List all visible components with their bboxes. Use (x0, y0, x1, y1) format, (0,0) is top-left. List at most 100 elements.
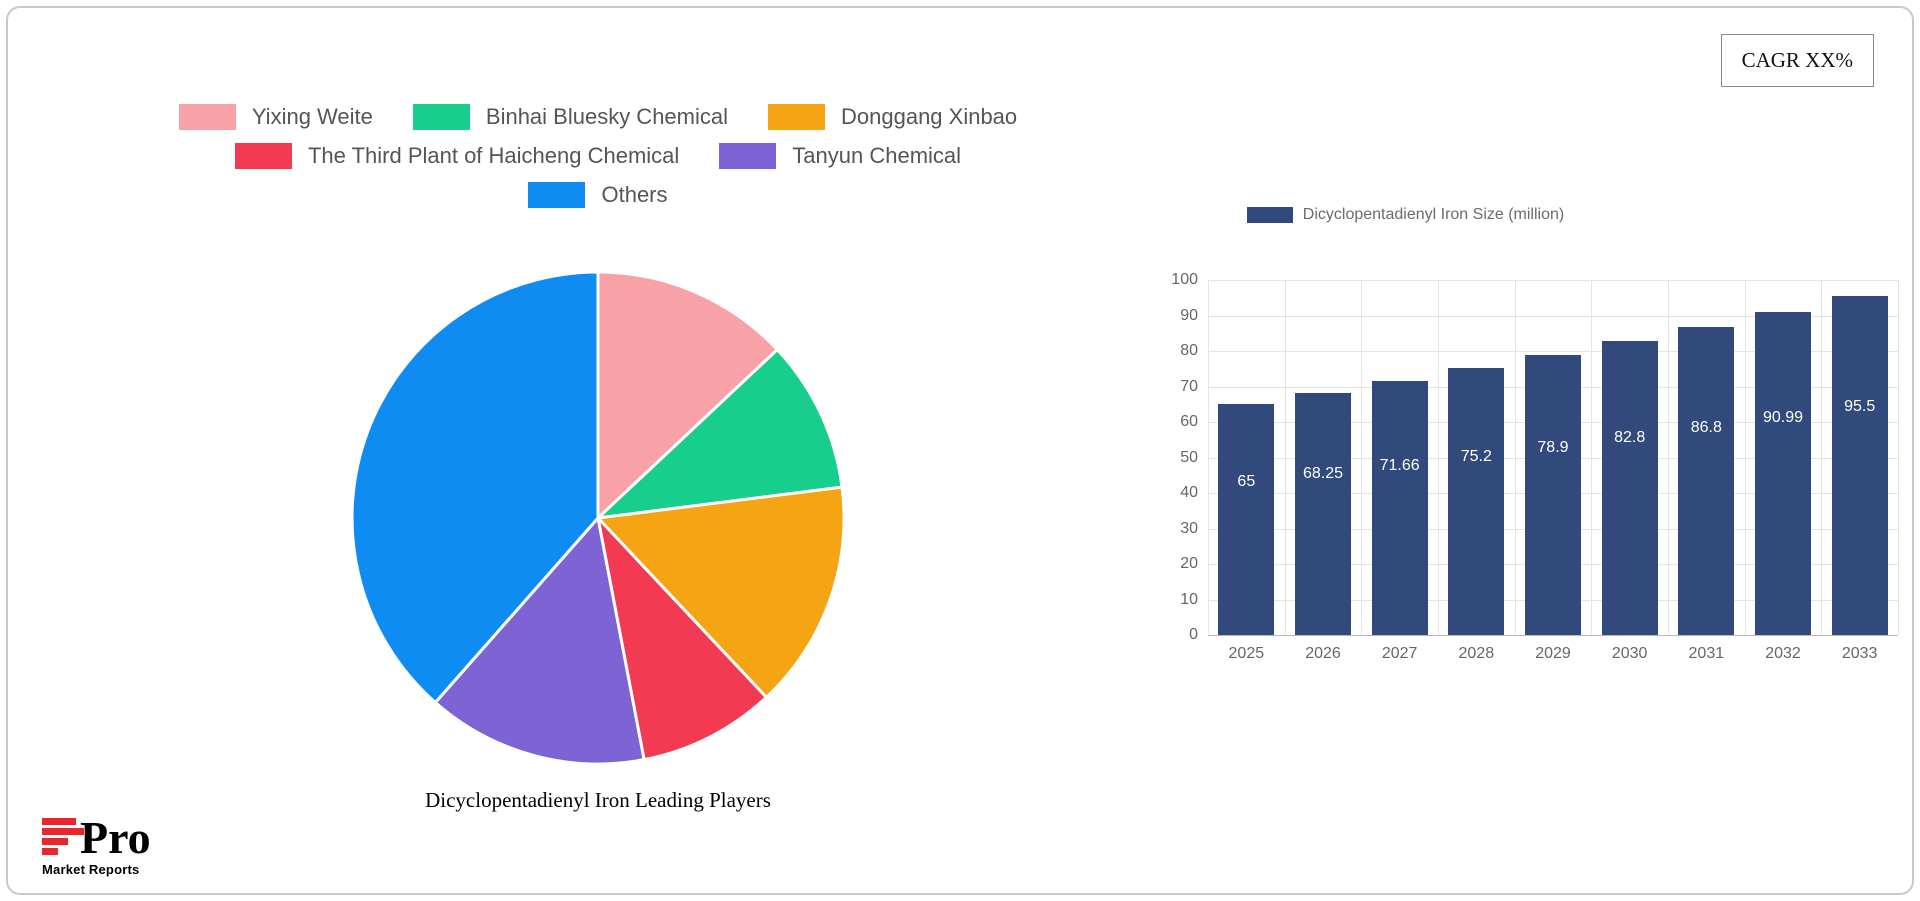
pie-legend-row: Others (8, 182, 1188, 208)
x-tick-label-2029: 2029 (1535, 645, 1571, 662)
x-tick-label-2030: 2030 (1611, 645, 1648, 662)
y-tick-label-80: 80 (1180, 342, 1198, 359)
bar-2028 (1448, 368, 1505, 635)
legend-swatch-binhai-bluesky-chemical (412, 104, 470, 130)
logo-bar (42, 828, 84, 835)
report-card: CAGR XX% Yixing Weite Binhai Bluesky Chem… (6, 6, 1914, 895)
x-tick-label-2033: 2033 (1841, 645, 1878, 662)
bar-legend: Dicyclopentadienyl Iron Size (million) (1033, 206, 1778, 224)
y-tick-label-70: 70 (1180, 377, 1198, 395)
bar-value-2028: 75.2 (1460, 448, 1492, 466)
bar-value-2026: 68.25 (1302, 465, 1343, 483)
logo-name: Pro (80, 812, 151, 863)
x-tick-label-2031: 2031 (1688, 645, 1725, 662)
legend-label-binhai-bluesky-chemical: Binhai Bluesky Chemical (485, 104, 728, 129)
bar-2033 (1831, 295, 1888, 635)
x-tick-label-2028: 2028 (1458, 645, 1495, 662)
x-tick-label-2025: 2025 (1228, 645, 1265, 662)
gridline-90 (1208, 315, 1898, 317)
legend-swatch-tanyun-chemical (719, 143, 777, 169)
legend-swatch-yixing-weite (178, 104, 236, 130)
logo-bar (42, 818, 76, 825)
bar-2030 (1601, 341, 1658, 635)
pie-slice-tanyun-chemical (433, 516, 646, 766)
y-tick-label-20: 20 (1180, 555, 1198, 572)
pro-market-reports-logo: Pro Market Reports (42, 815, 151, 877)
pie-slice-others (350, 270, 600, 705)
gridline-100 (1208, 280, 1898, 281)
pie-legend: Yixing Weite Binhai Bluesky Chemical Dongg… (8, 104, 1188, 208)
pie-chart-title: Dicyclopentadienyl Iron Leading Players (425, 788, 771, 812)
y-tick-label-40: 40 (1180, 484, 1198, 501)
x-tick-label-2027: 2027 (1381, 645, 1418, 662)
bar-2031 (1678, 326, 1735, 635)
y-tick-label-90: 90 (1180, 306, 1198, 324)
y-tick-label-100: 100 (1171, 271, 1198, 288)
legend-swatch-donggang-xinbao (768, 104, 825, 130)
bar-2032 (1755, 311, 1811, 635)
x-tick-label-2032: 2032 (1765, 645, 1801, 662)
bar-value-2027: 71.66 (1379, 456, 1420, 474)
legend-item-others: Others (528, 182, 668, 208)
column-separator (1361, 280, 1363, 635)
pie-slice-donggang-xinbao (596, 485, 846, 699)
bar-legend-label: Dicyclopentadienyl Iron Size (million) (1302, 206, 1565, 223)
y-tick-label-60: 60 (1180, 413, 1198, 430)
column-separator (1591, 280, 1593, 635)
column-separator (1208, 280, 1209, 635)
column-separator (1438, 280, 1439, 635)
bar-value-2032: 90.99 (1762, 408, 1803, 426)
bar-2029 (1525, 354, 1581, 635)
bar-2025 (1218, 404, 1275, 635)
column-separator (1284, 280, 1286, 635)
y-tick-label-30: 30 (1180, 519, 1198, 537)
logo-subtitle: Market Reports (42, 862, 140, 877)
y-tick-label-50: 50 (1180, 448, 1198, 466)
bar-value-2033: 95.5 (1844, 397, 1876, 415)
legend-item-binhai-bluesky-chemical: Binhai Bluesky Chemical (412, 104, 728, 130)
logo-bar (42, 838, 68, 845)
gridline-0 (1208, 635, 1898, 636)
pie-chart-panel: Yixing Weite Binhai Bluesky Chemical Dongg… (8, 104, 1188, 813)
legend-item-tanyun-chemical: Tanyun Chemical (719, 143, 961, 169)
legend-label-tanyun-chemical: Tanyun Chemical (792, 143, 962, 168)
legend-label-the-third-plant-of-haicheng-chemical: The Third Plant of Haicheng Chemical (307, 143, 680, 168)
pie-legend-row: The Third Plant of Haicheng Chemical Tany… (8, 143, 1188, 169)
bar-value-2029: 78.9 (1537, 438, 1569, 456)
column-separator (1514, 280, 1516, 635)
gridline-80 (1208, 351, 1898, 352)
pie-legend-row: Yixing Weite Binhai Bluesky Chemical Dongg… (8, 104, 1188, 130)
bar-value-2031: 86.8 (1690, 419, 1722, 437)
legend-swatch-others (528, 182, 586, 208)
pie-slice-binhai-bluesky-chemical (596, 348, 844, 520)
x-tick-label-2026: 2026 (1305, 645, 1341, 662)
bar-value-2025: 65 (1237, 473, 1256, 491)
cagr-badge: CAGR XX% (1720, 34, 1874, 87)
column-separator (1668, 280, 1669, 635)
bar-chart: 0 10 20 30 40 50 60 70 80 90 100 65 2025 68.25 2026 71.… (1153, 268, 1899, 678)
legend-item-donggang-xinbao: Donggang Xinbao (768, 104, 1017, 130)
logo-bar (42, 848, 58, 855)
pie-chart (350, 270, 846, 766)
legend-label-others: Others (601, 182, 668, 207)
logo-top: Pro (42, 815, 151, 861)
bar-value-2030: 82.8 (1614, 429, 1646, 447)
bar-2027 (1371, 380, 1428, 635)
bar-chart-panel: Dicyclopentadienyl Iron Size (million) 0… (1153, 206, 1920, 678)
legend-label-donggang-xinbao: Donggang Xinbao (841, 104, 1018, 129)
legend-label-yixing-weite: Yixing Weite (251, 104, 373, 129)
legend-item-the-third-plant-of-haicheng-chemical: The Third Plant of Haicheng Chemical (234, 143, 680, 169)
bar-2026 (1295, 392, 1351, 635)
legend-swatch-the-third-plant-of-haicheng-chemical (234, 143, 292, 169)
logo-bars-icon (42, 818, 84, 858)
pie-slice-yixing-weite (596, 270, 779, 520)
column-separator (1744, 280, 1746, 635)
y-tick-label-10: 10 (1180, 590, 1198, 608)
column-separator (1898, 280, 1899, 635)
cagr-label: CAGR XX% (1741, 48, 1853, 72)
column-separator (1821, 280, 1823, 635)
y-tick-label-0: 0 (1189, 626, 1198, 643)
pie-slice-the-third-plant-of-haicheng-chemical (596, 516, 768, 762)
bar-legend-swatch (1246, 207, 1293, 223)
legend-item-yixing-weite: Yixing Weite (178, 104, 373, 130)
